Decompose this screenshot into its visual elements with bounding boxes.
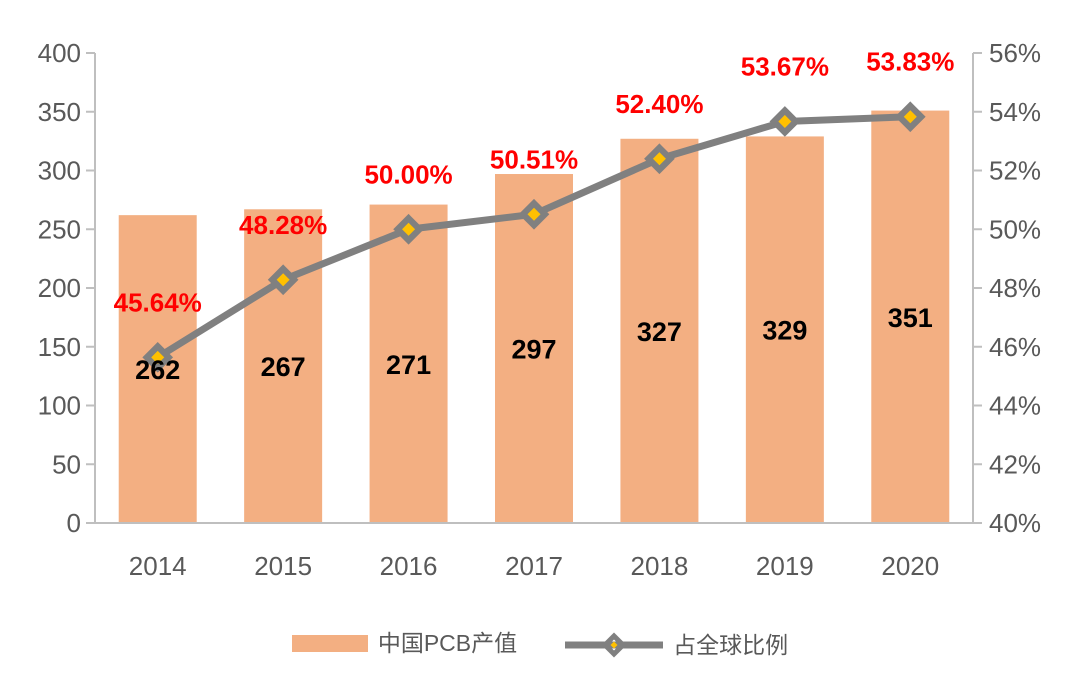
- line-marker-core-2018: [652, 152, 666, 166]
- legend-label-line-series: 占全球比例: [673, 631, 789, 658]
- line-marker-2018: [644, 143, 675, 175]
- right-axis-tick-label: 54%: [989, 97, 1041, 127]
- bar-value-label-2018: 327: [637, 317, 682, 347]
- bar-value-label-2014: 262: [135, 355, 180, 385]
- right-axis-tick-label: 46%: [989, 332, 1041, 362]
- line-marker-core-2017: [527, 207, 541, 221]
- chart-legend: 中国PCB产值 占全球比例: [0, 600, 1080, 673]
- line-marker-2020: [894, 101, 926, 133]
- right-axis-tick-label: 52%: [989, 156, 1041, 186]
- x-axis-label-2017: 2017: [505, 551, 563, 581]
- line-marker-2019: [769, 106, 801, 137]
- bar-2016: [369, 204, 448, 523]
- left-axis-tick-label: 300: [38, 156, 81, 186]
- right-axis-tick-label: 48%: [989, 273, 1041, 303]
- line-value-label-2015: 48.28%: [239, 210, 327, 240]
- line-marker-core-2019: [778, 114, 792, 128]
- left-axis-tick-label: 400: [38, 38, 81, 68]
- bar-value-label-2016: 271: [386, 350, 431, 380]
- line-value-label-2020: 53.83%: [866, 47, 954, 77]
- legend-label-bar-series: 中国PCB产值: [377, 630, 518, 656]
- right-axis-tick-label: 50%: [989, 214, 1041, 244]
- bar-2017: [495, 174, 573, 523]
- left-axis-tick-label: 350: [38, 97, 81, 127]
- line-value-label-2014: 45.64%: [114, 287, 202, 317]
- bar-2019: [745, 136, 824, 524]
- bar-value-label-2017: 297: [511, 335, 556, 365]
- bar-value-label-2020: 351: [888, 303, 933, 333]
- line-value-label-2018: 52.40%: [615, 89, 703, 119]
- line-marker-2016: [393, 213, 424, 245]
- line-marker-core-2015: [276, 273, 290, 287]
- line-value-label-2016: 50.00%: [364, 159, 452, 189]
- x-axis-label-2020: 2020: [881, 551, 939, 581]
- x-axis-label-2016: 2016: [380, 551, 438, 581]
- line-marker-2015: [267, 264, 299, 296]
- chart-canvas: 0 50 100 150 200 250 300 350 400 40% 42% 44% 46% 48% 5…: [38, 38, 1041, 581]
- left-axis-tick-label: 50: [52, 449, 81, 479]
- bar-2015: [244, 209, 323, 523]
- line-series-swatch: [565, 632, 664, 658]
- right-axis-tick-label: 40%: [989, 508, 1041, 538]
- x-axis-label-2014: 2014: [129, 551, 187, 581]
- x-axis-label-2018: 2018: [631, 551, 689, 581]
- x-axis-label-2019: 2019: [756, 551, 814, 581]
- line-marker-core-2016: [402, 222, 416, 236]
- left-axis-tick-label: 150: [38, 332, 81, 362]
- bar-2018: [620, 138, 699, 523]
- left-axis-tick-label: 100: [38, 391, 81, 421]
- bar-value-label-2019: 329: [762, 316, 807, 346]
- right-axis-tick-label: 44%: [989, 391, 1041, 421]
- x-axis-label-2015: 2015: [254, 551, 312, 581]
- left-axis-tick-label: 0: [67, 508, 81, 538]
- legend-item-bar-series: 中国PCB产值: [291, 630, 518, 656]
- left-axis-tick-label: 200: [38, 273, 81, 303]
- line-value-label-2019: 53.67%: [741, 51, 829, 81]
- line-marker-core-2014: [151, 350, 165, 364]
- right-axis-tick-label: 42%: [989, 449, 1041, 479]
- right-axis-tick-label: 56%: [989, 38, 1041, 68]
- line-value-label-2017: 50.51%: [490, 144, 578, 174]
- bar-value-label-2015: 267: [261, 352, 306, 382]
- left-axis-tick-label: 250: [38, 214, 81, 244]
- bar-2020: [871, 110, 950, 523]
- bar-series-swatch: [291, 635, 368, 652]
- line-marker-2014: [142, 341, 174, 373]
- line-marker-core-2020: [903, 110, 917, 124]
- line-marker-2017: [518, 198, 550, 230]
- legend-item-line-series: 占全球比例: [565, 632, 788, 658]
